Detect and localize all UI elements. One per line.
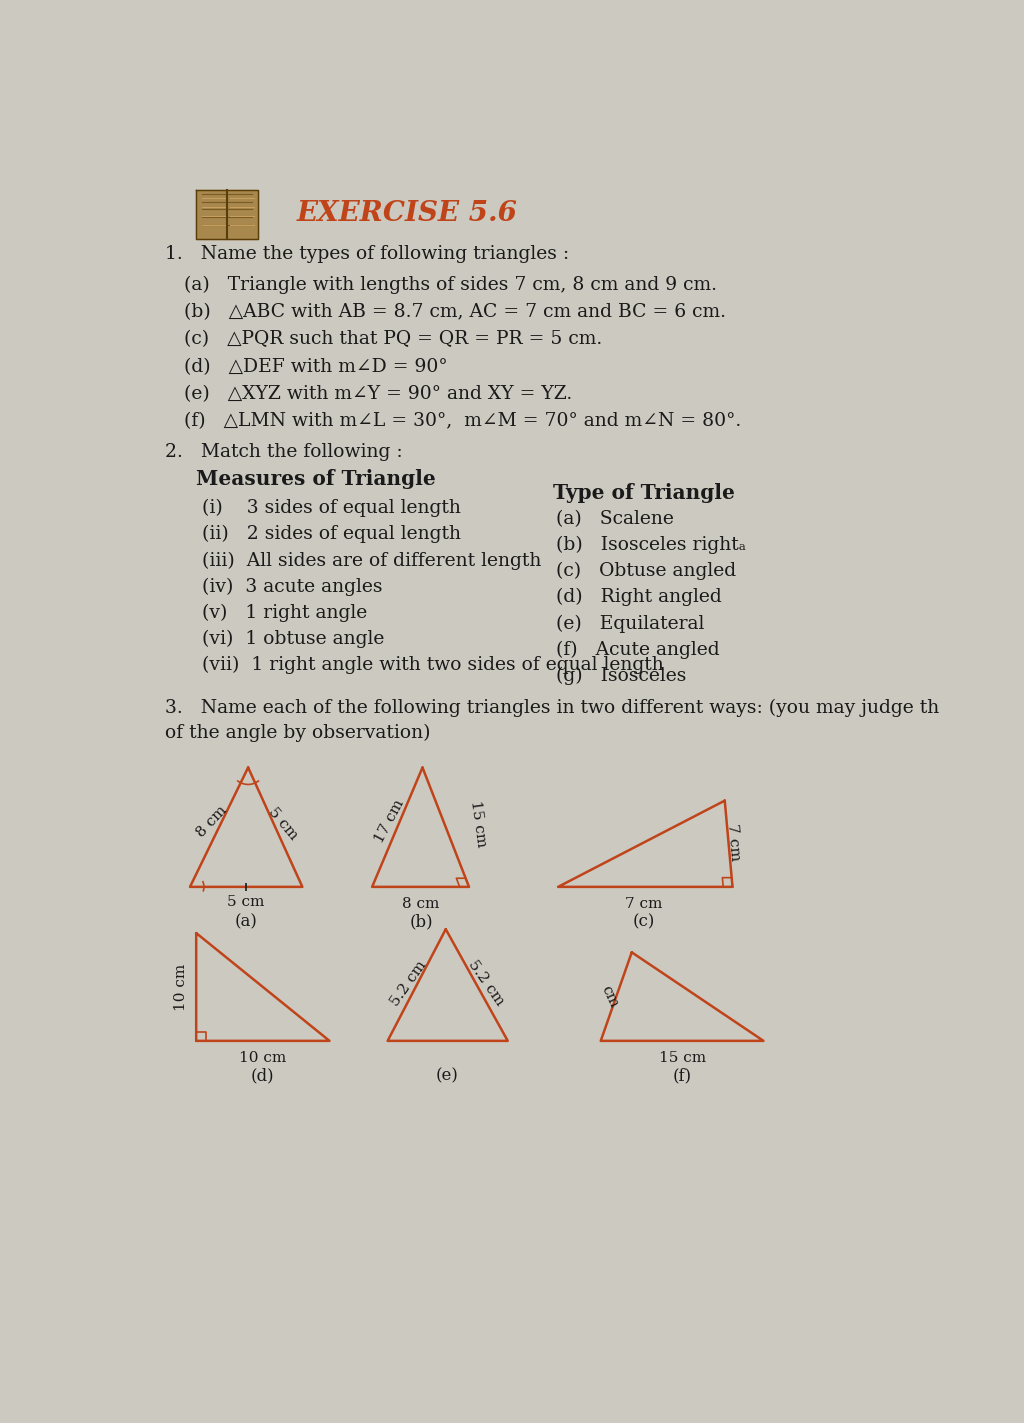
Text: (b): (b): [410, 914, 433, 931]
Text: (c)   △PQR such that PQ = QR = PR = 5 cm.: (c) △PQR such that PQ = QR = PR = 5 cm.: [183, 330, 602, 347]
Text: (ii)   2 sides of equal length: (ii) 2 sides of equal length: [202, 525, 461, 544]
Text: (d)   Right angled: (d) Right angled: [556, 588, 722, 606]
Text: (vii)  1 right angle with two sides of equal length: (vii) 1 right angle with two sides of eq…: [202, 656, 664, 675]
Text: 10 cm: 10 cm: [174, 963, 187, 1010]
Text: (i)    3 sides of equal length: (i) 3 sides of equal length: [202, 499, 461, 517]
Text: 5 cm: 5 cm: [227, 895, 264, 909]
Text: (e): (e): [436, 1067, 459, 1084]
Text: (d): (d): [251, 1067, 274, 1084]
Text: (vi)  1 obtuse angle: (vi) 1 obtuse angle: [202, 630, 384, 647]
Text: (f)   Acute angled: (f) Acute angled: [556, 640, 720, 659]
Text: (e)   Equilateral: (e) Equilateral: [556, 615, 705, 633]
Text: 5 cm: 5 cm: [265, 805, 300, 842]
Text: (iv)  3 acute angles: (iv) 3 acute angles: [202, 578, 382, 596]
Text: of the angle by observation): of the angle by observation): [165, 724, 431, 741]
Text: (f): (f): [673, 1067, 691, 1084]
Text: EXERCISE 5.6: EXERCISE 5.6: [297, 199, 517, 226]
Text: 3.   Name each of the following triangles in two different ways: (you may judge : 3. Name each of the following triangles …: [165, 699, 939, 717]
Text: Type of Triangle: Type of Triangle: [553, 482, 734, 502]
Text: (e)   △XYZ with m∠Y = 90° and XY = YZ.: (e) △XYZ with m∠Y = 90° and XY = YZ.: [183, 386, 572, 403]
Text: 8 cm: 8 cm: [402, 896, 439, 911]
Text: 5.2 cm: 5.2 cm: [466, 958, 507, 1009]
Text: (b)   Isosceles rightₐ: (b) Isosceles rightₐ: [556, 536, 745, 554]
Text: (a)   Triangle with lengths of sides 7 cm, 8 cm and 9 cm.: (a) Triangle with lengths of sides 7 cm,…: [183, 276, 717, 293]
Text: 15 cm: 15 cm: [468, 800, 488, 848]
Text: 1.   Name the types of following triangles :: 1. Name the types of following triangles…: [165, 245, 569, 263]
Text: (a): (a): [234, 914, 257, 931]
Text: cm: cm: [599, 983, 622, 1009]
Text: (f)   △LMN with m∠L = 30°,  m∠M = 70° and m∠N = 80°.: (f) △LMN with m∠L = 30°, m∠M = 70° and m…: [183, 413, 741, 430]
Text: (b)   △ABC with AB = 8.7 cm, AC = 7 cm and BC = 6 cm.: (b) △ABC with AB = 8.7 cm, AC = 7 cm and…: [183, 303, 726, 320]
Text: 5.2 cm: 5.2 cm: [388, 958, 429, 1009]
Text: 2.   Match the following :: 2. Match the following :: [165, 443, 402, 461]
Text: (v)   1 right angle: (v) 1 right angle: [202, 603, 367, 622]
Text: (iii)  All sides are of different length: (iii) All sides are of different length: [202, 551, 541, 569]
Text: 17 cm: 17 cm: [373, 797, 408, 845]
Text: (a)   Scalene: (a) Scalene: [556, 509, 674, 528]
Text: Measures of Triangle: Measures of Triangle: [197, 468, 436, 488]
Text: (c): (c): [633, 914, 655, 931]
Text: 10 cm: 10 cm: [240, 1050, 287, 1064]
Text: 7 cm: 7 cm: [725, 822, 742, 861]
Text: (c)   Obtuse angled: (c) Obtuse angled: [556, 562, 736, 581]
Text: (d)   △DEF with m∠D = 90°: (d) △DEF with m∠D = 90°: [183, 359, 447, 376]
Text: 15 cm: 15 cm: [658, 1050, 706, 1064]
Text: 7 cm: 7 cm: [626, 896, 663, 911]
Polygon shape: [197, 191, 258, 239]
Text: 8 cm: 8 cm: [194, 803, 229, 840]
Text: (g)   Isosceles: (g) Isosceles: [556, 667, 686, 684]
